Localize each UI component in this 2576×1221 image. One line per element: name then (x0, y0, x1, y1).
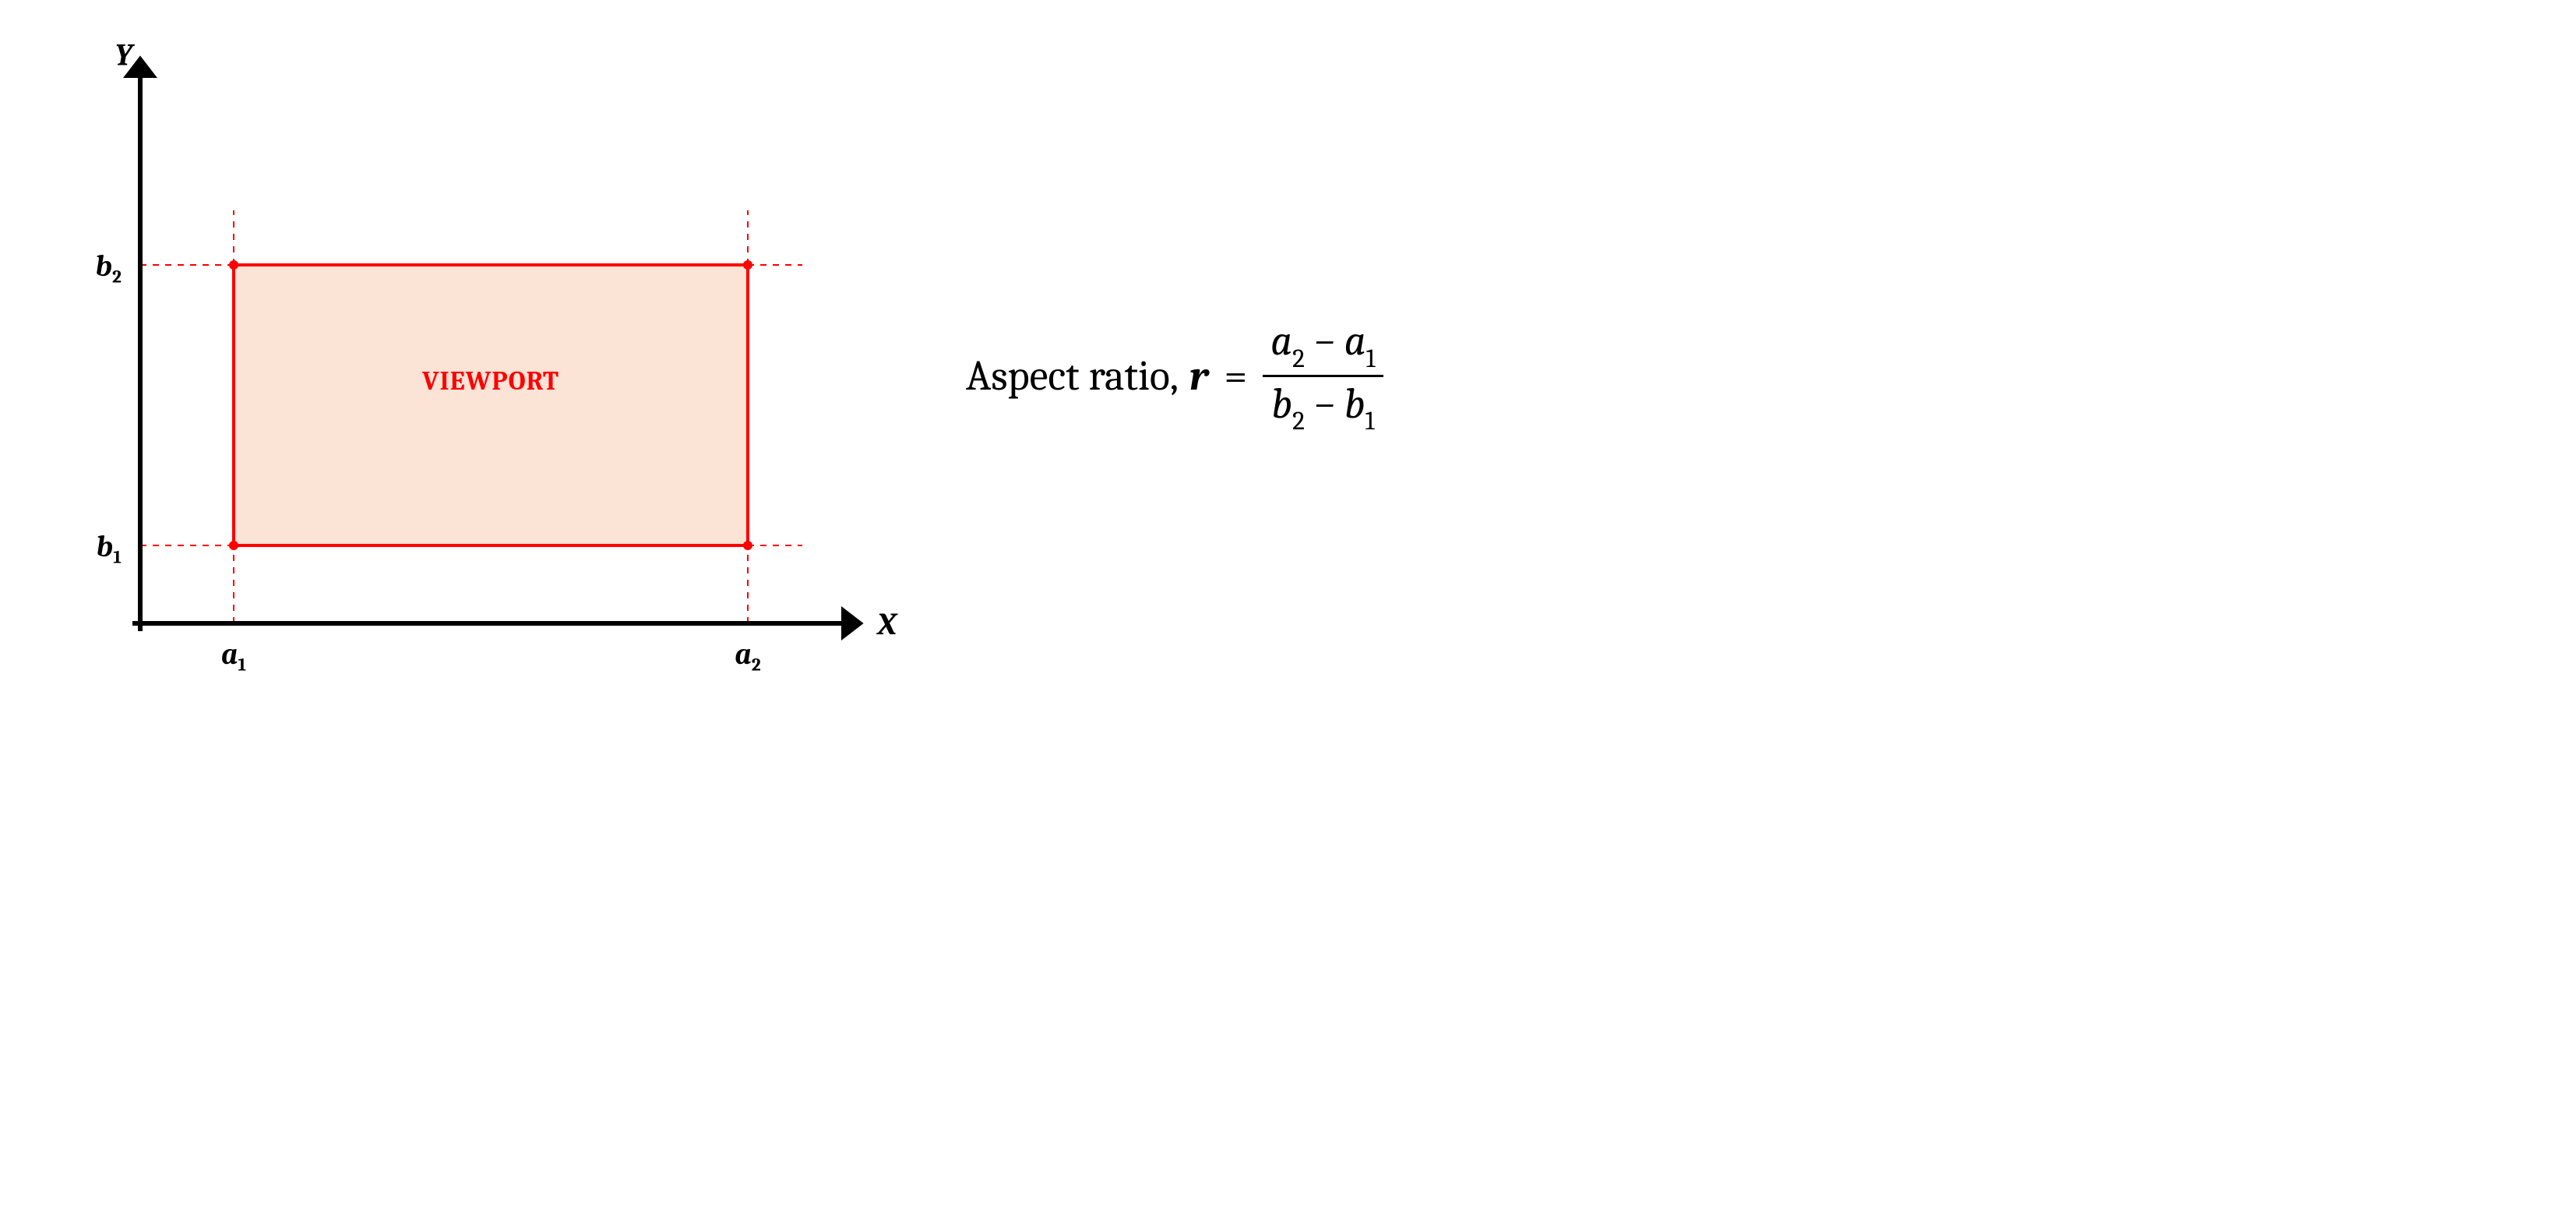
corner-dot-0 (229, 260, 238, 270)
formula-denominator: b2 − b1 (1263, 380, 1382, 434)
diagram-svg: X Ya1 a2 b1 b2 VIEWPORT (47, 31, 904, 717)
tick-label-b1: b1 (97, 530, 122, 567)
x-axis-label: X (876, 606, 898, 642)
x-axis-arrow (841, 606, 864, 640)
formula-numerator: a2 − a1 (1263, 317, 1383, 371)
den-term2: b1 (1344, 379, 1375, 429)
y-axis-label: Y (115, 37, 136, 73)
viewport-rect (234, 265, 748, 545)
corner-dot-3 (743, 541, 752, 550)
corner-dot-1 (743, 260, 752, 270)
viewport-diagram: X Ya1 a2 b1 b2 VIEWPORT (47, 31, 904, 720)
tick-label-b2: b2 (96, 249, 122, 287)
num-term1: a2 (1270, 316, 1305, 365)
formula-equals: = (1224, 351, 1247, 401)
formula-variable-r: r (1189, 351, 1208, 401)
num-op: − (1314, 316, 1335, 365)
fraction-bar (1263, 375, 1383, 377)
corner-dot-2 (229, 541, 238, 550)
num-term2: a1 (1344, 316, 1376, 365)
tick-label-a2: a2 (735, 637, 760, 675)
viewport-label: VIEWPORT (421, 365, 559, 397)
tick-label-a1: a1 (221, 637, 246, 675)
formula-lhs-text: Aspect ratio, (966, 351, 1179, 401)
figure-container: X Ya1 a2 b1 b2 VIEWPORT Aspect ratio, r = a2 … (0, 0, 2576, 751)
aspect-ratio-formula: Aspect ratio, r = a2 − a1 b2 − b1 (966, 317, 1383, 434)
den-term1: b2 (1271, 379, 1305, 429)
formula-fraction: a2 − a1 b2 − b1 (1263, 317, 1383, 434)
den-op: − (1314, 379, 1335, 429)
